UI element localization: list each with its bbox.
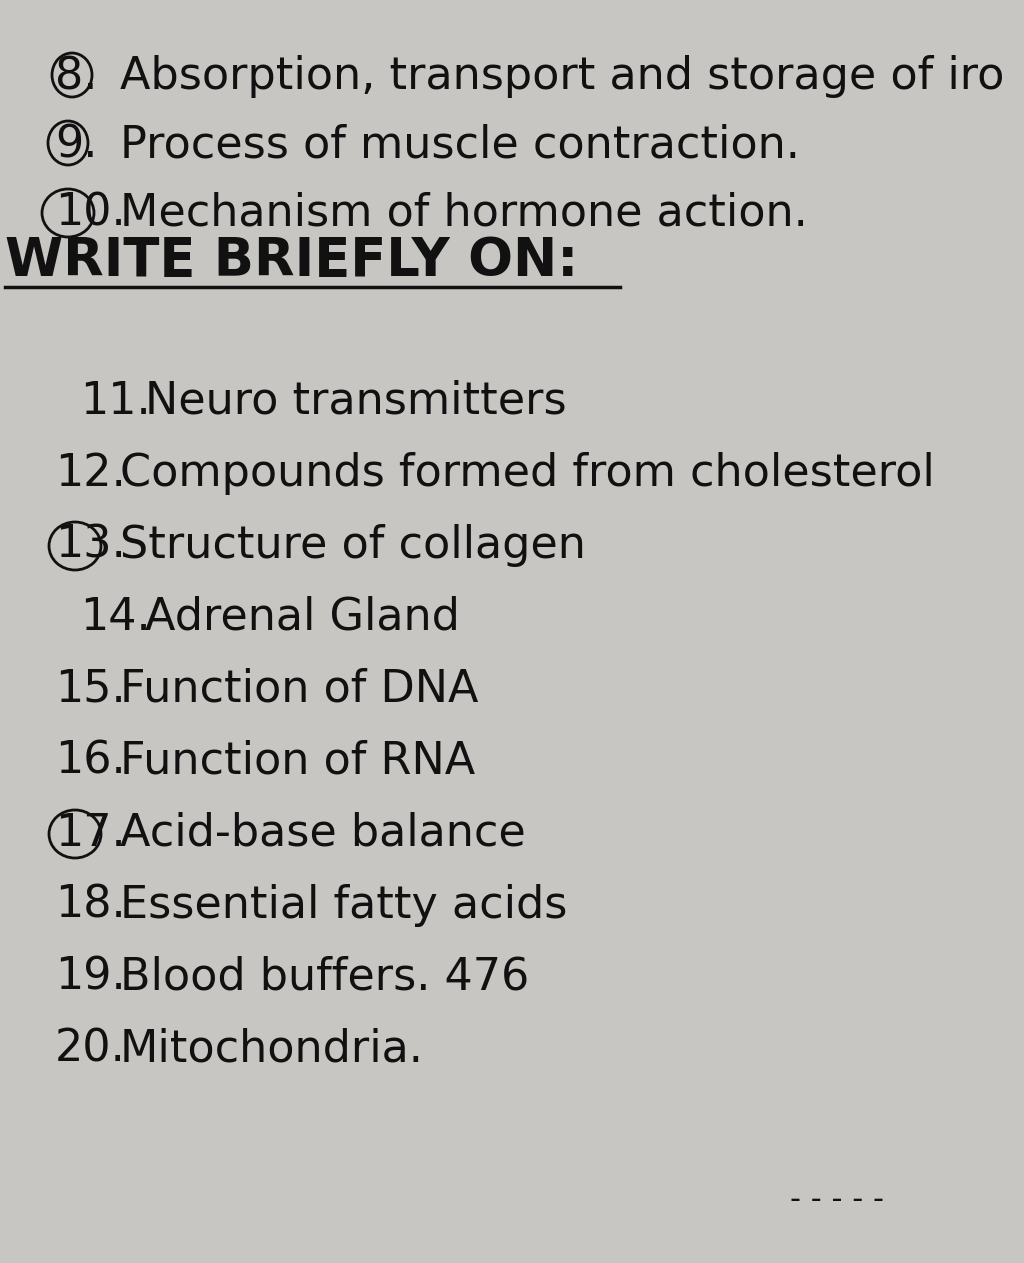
Text: Essential fatty acids: Essential fatty acids [120,884,567,927]
Text: 10.: 10. [55,191,126,234]
Text: Mitochondria.: Mitochondria. [120,1028,424,1071]
Text: - - - - -: - - - - - [790,1185,884,1214]
Text: 15.: 15. [55,668,126,711]
Text: Structure of collagen: Structure of collagen [120,524,586,567]
Text: Neuro transmitters: Neuro transmitters [145,380,566,423]
Text: Mechanism of hormone action.: Mechanism of hormone action. [120,191,808,234]
Text: 16.: 16. [55,740,126,783]
Text: 9.: 9. [55,123,97,165]
Text: Absorption, transport and storage of iro: Absorption, transport and storage of iro [120,56,1005,99]
Text: Function of DNA: Function of DNA [120,668,478,711]
Text: 14.: 14. [80,596,151,639]
Text: Compounds formed from cholesterol: Compounds formed from cholesterol [120,452,935,495]
Text: 20.: 20. [55,1028,126,1071]
Text: Function of RNA: Function of RNA [120,740,475,783]
Text: WRITE BRIEFLY ON:: WRITE BRIEFLY ON: [5,235,579,287]
Text: 12.: 12. [55,452,126,495]
Text: 13.: 13. [55,524,126,567]
Text: 8.: 8. [55,56,97,99]
Text: Process of muscle contraction.: Process of muscle contraction. [120,123,800,165]
Text: Acid-base balance: Acid-base balance [120,812,525,855]
Text: Blood buffers. 476: Blood buffers. 476 [120,956,529,999]
Text: Adrenal Gland: Adrenal Gland [145,596,460,639]
Text: 17.: 17. [55,812,126,855]
Text: 18.: 18. [55,884,126,927]
Text: 11.: 11. [80,380,151,423]
Text: 19.: 19. [55,956,126,999]
